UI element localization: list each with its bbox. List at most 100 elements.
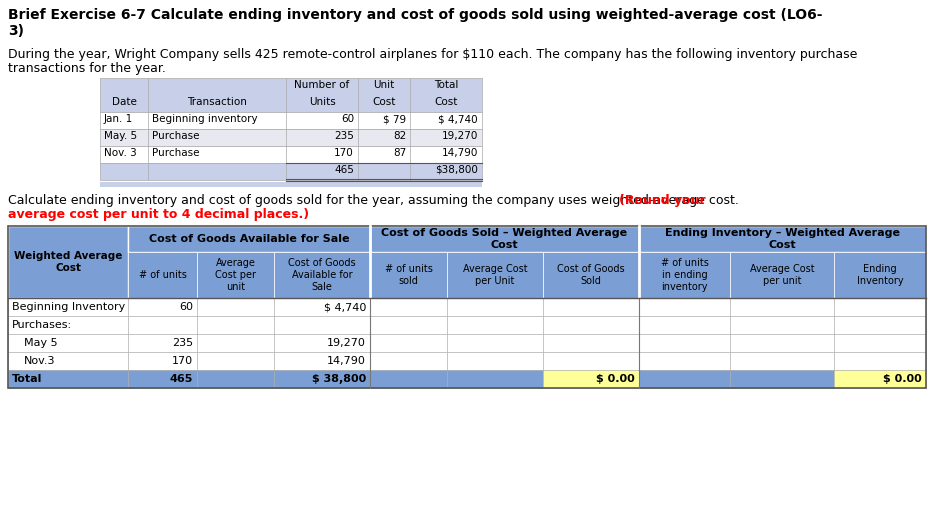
Text: Cost of Goods
Sold: Cost of Goods Sold xyxy=(557,264,625,286)
Bar xyxy=(543,334,639,352)
Text: 14,790: 14,790 xyxy=(441,148,478,158)
Text: Beginning inventory: Beginning inventory xyxy=(152,114,258,124)
Text: Nov.3: Nov.3 xyxy=(24,356,56,366)
Bar xyxy=(639,226,926,252)
Bar xyxy=(639,334,730,352)
Bar xyxy=(128,252,197,298)
Bar xyxy=(274,252,370,298)
Bar xyxy=(100,129,482,146)
Text: 170: 170 xyxy=(172,356,193,366)
Text: Brief Exercise 6-7 Calculate ending inventory and cost of goods sold using weigh: Brief Exercise 6-7 Calculate ending inve… xyxy=(8,8,822,22)
Bar xyxy=(128,226,370,252)
Bar xyxy=(128,298,197,316)
Text: Total: Total xyxy=(12,374,43,384)
Text: 19,270: 19,270 xyxy=(327,338,366,348)
Text: $ 79: $ 79 xyxy=(383,114,406,124)
Text: (Round your: (Round your xyxy=(619,194,706,207)
Bar xyxy=(639,298,730,316)
Bar xyxy=(274,298,370,316)
Text: Average Cost
per Unit: Average Cost per Unit xyxy=(463,264,527,286)
Text: Purchase: Purchase xyxy=(152,131,199,141)
Text: Ending
Inventory: Ending Inventory xyxy=(857,264,903,286)
Bar xyxy=(370,370,447,388)
Text: Cost: Cost xyxy=(435,97,458,107)
Bar xyxy=(274,334,370,352)
Bar xyxy=(730,370,834,388)
Text: average cost per unit to 4 decimal places.): average cost per unit to 4 decimal place… xyxy=(8,208,309,221)
Bar xyxy=(370,298,447,316)
Text: # of units: # of units xyxy=(139,270,186,280)
Text: $ 4,740: $ 4,740 xyxy=(439,114,478,124)
Text: Cost: Cost xyxy=(372,97,396,107)
Bar xyxy=(8,352,128,370)
Bar xyxy=(8,370,128,388)
Bar xyxy=(197,298,274,316)
Text: Purchases:: Purchases: xyxy=(12,320,72,330)
Bar xyxy=(197,370,274,388)
Text: 170: 170 xyxy=(334,148,354,158)
Bar xyxy=(197,252,274,298)
Text: Cost of Goods
Available for
Sale: Cost of Goods Available for Sale xyxy=(289,259,356,292)
Bar xyxy=(370,352,447,370)
Bar xyxy=(274,316,370,334)
Text: 87: 87 xyxy=(393,148,406,158)
Text: Purchase: Purchase xyxy=(152,148,199,158)
Text: # of units
in ending
inventory: # of units in ending inventory xyxy=(661,259,708,292)
Text: transactions for the year.: transactions for the year. xyxy=(8,62,166,75)
Bar xyxy=(543,370,639,388)
Bar xyxy=(834,334,926,352)
Bar xyxy=(100,182,482,187)
Text: $ 38,800: $ 38,800 xyxy=(312,374,366,384)
Bar xyxy=(639,252,730,298)
Bar xyxy=(197,334,274,352)
Text: Average
Cost per
unit: Average Cost per unit xyxy=(215,259,256,292)
Bar xyxy=(128,352,197,370)
Bar xyxy=(370,226,639,252)
Bar xyxy=(8,226,128,298)
Bar xyxy=(730,334,834,352)
Text: 465: 465 xyxy=(334,165,354,175)
Text: $38,800: $38,800 xyxy=(435,165,478,175)
Bar xyxy=(8,334,128,352)
Bar xyxy=(447,252,543,298)
Text: # of units
sold: # of units sold xyxy=(385,264,432,286)
Text: 235: 235 xyxy=(172,338,193,348)
Bar xyxy=(197,352,274,370)
Text: 14,790: 14,790 xyxy=(327,356,366,366)
Text: Jan. 1: Jan. 1 xyxy=(104,114,133,124)
Bar xyxy=(834,370,926,388)
Text: 465: 465 xyxy=(169,374,193,384)
Text: $ 4,740: $ 4,740 xyxy=(324,302,366,312)
Bar xyxy=(370,252,447,298)
Bar xyxy=(834,352,926,370)
Text: Number of: Number of xyxy=(294,80,350,90)
Text: 19,270: 19,270 xyxy=(441,131,478,141)
Text: Average Cost
per unit: Average Cost per unit xyxy=(749,264,815,286)
Bar xyxy=(8,316,128,334)
Bar xyxy=(8,226,926,388)
Text: Cost of Goods Available for Sale: Cost of Goods Available for Sale xyxy=(149,234,349,244)
Text: $ 0.00: $ 0.00 xyxy=(884,374,922,384)
Bar xyxy=(197,316,274,334)
Bar xyxy=(834,298,926,316)
Text: Date: Date xyxy=(112,97,137,107)
Bar xyxy=(730,252,834,298)
Bar xyxy=(128,316,197,334)
Bar xyxy=(100,163,482,180)
Text: 3): 3) xyxy=(8,24,24,38)
Text: May 5: May 5 xyxy=(24,338,58,348)
Bar xyxy=(100,78,482,112)
Bar xyxy=(274,370,370,388)
Text: During the year, Wright Company sells 425 remote-control airplanes for $110 each: During the year, Wright Company sells 42… xyxy=(8,48,857,61)
Text: 60: 60 xyxy=(179,302,193,312)
Bar xyxy=(370,316,447,334)
Text: Ending Inventory – Weighted Average
Cost: Ending Inventory – Weighted Average Cost xyxy=(665,228,900,250)
Bar xyxy=(834,252,926,298)
Text: Units: Units xyxy=(308,97,335,107)
Bar xyxy=(447,298,543,316)
Bar xyxy=(543,298,639,316)
Bar xyxy=(447,370,543,388)
Bar xyxy=(100,146,482,163)
Text: $ 0.00: $ 0.00 xyxy=(596,374,635,384)
Text: Calculate ending inventory and cost of goods sold for the year, assuming the com: Calculate ending inventory and cost of g… xyxy=(8,194,743,207)
